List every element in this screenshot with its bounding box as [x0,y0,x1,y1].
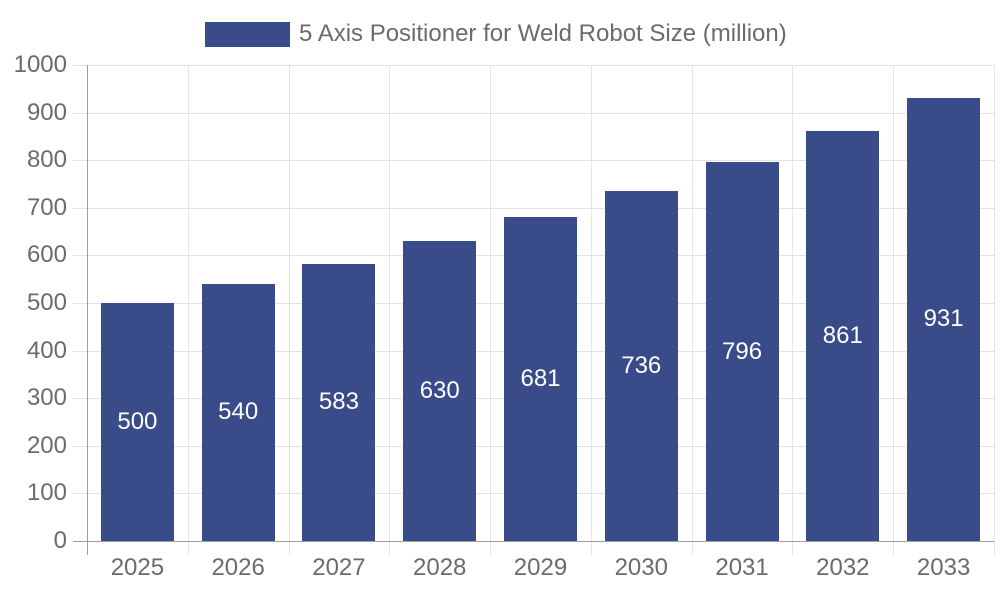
y-tick-label-500: 500 [26,289,67,316]
y-tick-label-400: 400 [26,336,67,364]
bar-2028: 630 [403,241,477,541]
x-tick-label-2026: 2026 [211,554,265,581]
bar-value-label-2032: 861 [822,322,863,350]
bar-2033: 931 [907,97,981,541]
x-gridline [490,65,492,555]
x-gridline [994,65,995,555]
bar-value-label-2026: 540 [218,398,259,426]
y-tick-label-800: 800 [26,146,67,174]
bar-2026: 540 [201,283,275,541]
legend-series-label: 5 Axis Positioner for Weld Robot Size (m… [299,20,787,47]
y-gridline [73,160,994,162]
x-tick-label-2025: 2025 [110,554,165,581]
bar-2032: 861 [806,131,880,541]
bar-value-label-2029: 681 [520,364,561,392]
y-tick-label-700: 700 [26,193,67,221]
x-tick-label-2028: 2028 [413,554,467,581]
x-gridline [389,65,391,555]
y-tick-label-1000: 1000 [13,51,67,78]
x-gridline [288,65,290,555]
x-tick-label-2032: 2032 [816,554,870,581]
x-gridline [691,65,693,555]
bar-value-label-2025: 500 [117,408,158,435]
x-tick-label-2027: 2027 [312,554,366,581]
x-tick-label-2033: 2033 [916,554,971,581]
bar-2029: 681 [504,216,577,541]
y-gridline [73,65,994,66]
bar-2025: 500 [100,303,174,541]
x-gridline [187,65,189,555]
legend[interactable]: 5 Axis Positioner for Weld Robot Size (m… [205,20,787,48]
bar-value-label-2028: 630 [419,377,460,405]
y-tick-label-600: 600 [26,241,67,269]
x-axis-line [73,541,994,542]
x-tick-label-2031: 2031 [715,554,769,581]
bar-value-label-2030: 736 [621,351,662,379]
y-gridline [73,112,994,114]
y-tick-label-900: 900 [26,98,67,126]
x-gridline [590,65,592,555]
plot-area: 0 100 200 300 400 500 600 700 800 900 1000 500 2025 5… [14,51,995,581]
y-tick-label-200: 200 [26,431,67,459]
bar-value-label-2031: 796 [722,337,763,365]
bar-value-label-2033: 931 [923,305,964,333]
bar-2027: 583 [302,263,376,541]
y-tick-label-0: 0 [53,527,67,554]
y-axis-line [87,65,88,555]
y-tick-label-300: 300 [26,384,67,412]
bar-2030: 736 [604,190,678,541]
legend-swatch [205,21,290,47]
x-tick-label-2030: 2030 [614,554,668,581]
y-tick-label-100: 100 [26,479,67,507]
x-gridline [792,65,794,555]
y-gridline [73,207,994,209]
x-gridline [893,65,895,555]
bar-value-label-2027: 583 [318,388,359,416]
bar-2031: 796 [705,162,779,541]
x-tick-label-2029: 2029 [513,554,568,581]
